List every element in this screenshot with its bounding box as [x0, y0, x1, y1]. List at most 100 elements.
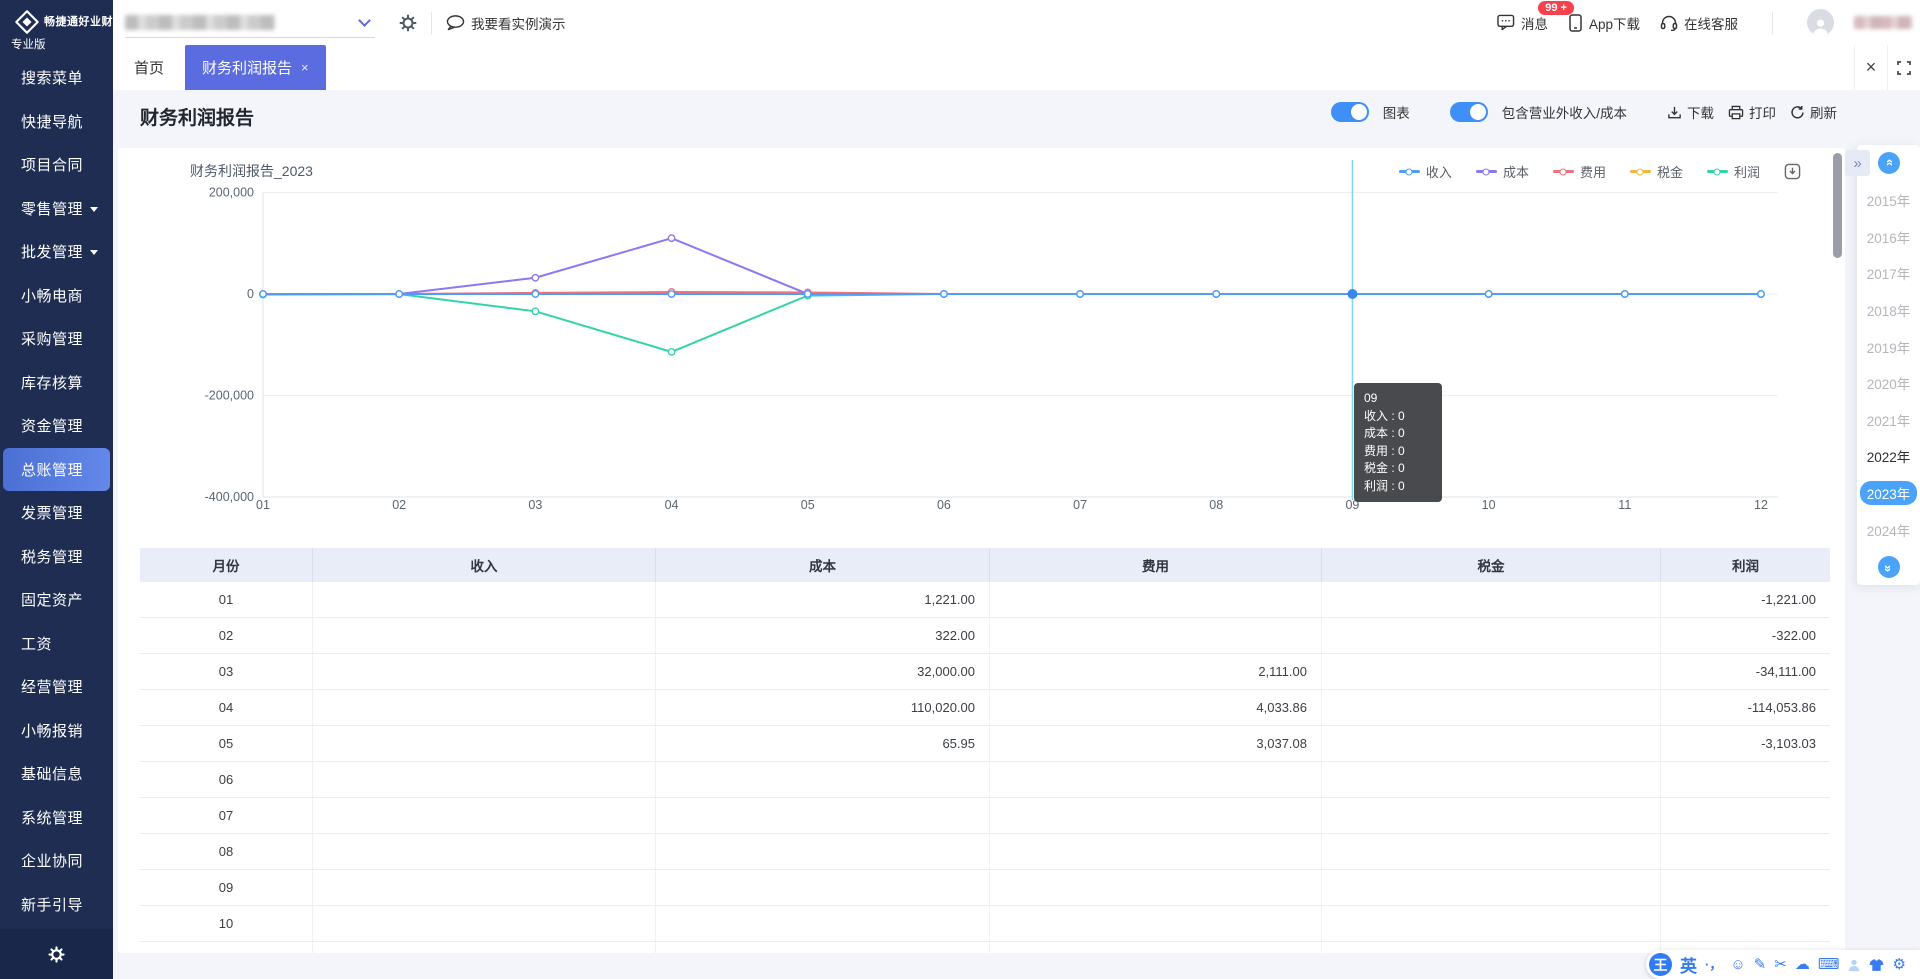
messages-button[interactable]: 消息 99 + — [1497, 0, 1574, 33]
user-avatar[interactable] — [1807, 9, 1834, 36]
include-nonoperating-toggle[interactable] — [1449, 102, 1488, 122]
sidebar-item-13[interactable]: 工资 — [0, 622, 113, 666]
topbar: 我要看实例演示 消息 99 + App下载 在线客服 — [113, 0, 1920, 45]
brand-name: 畅捷通好业财 — [44, 16, 113, 28]
fullscreen-button[interactable] — [1887, 45, 1920, 90]
divider — [431, 11, 432, 34]
org-settings-button[interactable] — [399, 14, 417, 32]
sidebar-item-16[interactable]: 基础信息 — [0, 752, 113, 796]
collapse-year-panel-button[interactable]: » — [1845, 150, 1870, 176]
sidebar-item-4[interactable]: 批发管理 — [0, 230, 113, 274]
year-item-2015年[interactable]: 2015年 — [1857, 182, 1920, 219]
sidebar-item-0[interactable]: 搜索菜单 — [0, 56, 113, 100]
sidebar-item-1[interactable]: 快捷导航 — [0, 100, 113, 144]
download-button[interactable]: 下载 — [1667, 102, 1714, 122]
sidebar-item-17[interactable]: 系统管理 — [0, 796, 113, 840]
printer-icon — [1728, 105, 1744, 120]
legend-marker-icon — [1706, 168, 1728, 175]
close-tabs-button[interactable]: × — [1854, 45, 1887, 90]
sidebar-item-label: 税务管理 — [21, 548, 84, 566]
year-item-2021年[interactable]: 2021年 — [1857, 402, 1920, 439]
table-cell — [1322, 726, 1661, 762]
report-toolbar: 图表 包含营业外收入/成本 下载 打印 刷新 — [1330, 102, 1837, 122]
download-label: 下载 — [1687, 106, 1714, 121]
sidebar-item-18[interactable]: 企业协同 — [0, 839, 113, 883]
sidebar-item-5[interactable]: 小畅电商 — [0, 274, 113, 318]
ime-skin-icon[interactable] — [1869, 958, 1885, 972]
sidebar-item-19[interactable]: 新手引导 — [0, 883, 113, 927]
refresh-label: 刷新 — [1810, 106, 1837, 121]
ime-settings-icon[interactable]: ⚙ — [1892, 956, 1906, 973]
year-item-2020年[interactable]: 2020年 — [1857, 365, 1920, 402]
table-cell — [1661, 906, 1830, 942]
table-row-10: 10 — [140, 906, 1830, 942]
sidebar-item-3[interactable]: 零售管理 — [0, 187, 113, 231]
sidebar-item-10[interactable]: 发票管理 — [0, 491, 113, 535]
table-cell — [313, 906, 656, 942]
legend-item-2[interactable]: 费用 — [1552, 162, 1606, 181]
sidebar-item-11[interactable]: 税务管理 — [0, 535, 113, 579]
legend-item-0[interactable]: 收入 — [1398, 162, 1452, 181]
legend-item-1[interactable]: 成本 — [1475, 162, 1529, 181]
year-item-2022年[interactable]: 2022年 — [1857, 438, 1920, 475]
ime-scissors-icon[interactable]: ✂ — [1774, 956, 1787, 973]
chart-legend: 收入 成本 费用 税金 利润 — [1398, 162, 1801, 181]
year-item-2024年[interactable]: 2024年 — [1857, 511, 1920, 548]
print-button[interactable]: 打印 — [1728, 102, 1776, 122]
ime-logo[interactable]: 王 — [1649, 953, 1672, 976]
table-cell — [1322, 942, 1661, 953]
legend-item-3[interactable]: 税金 — [1629, 162, 1683, 181]
table-cell — [1322, 906, 1661, 942]
app-download-button[interactable]: App下载 — [1568, 13, 1640, 33]
sidebar-item-14[interactable]: 经营管理 — [0, 665, 113, 709]
table-cell: 4,033.86 — [990, 690, 1322, 726]
sidebar-item-15[interactable]: 小畅报销 — [0, 709, 113, 753]
ime-emoji-icon[interactable]: ☺ — [1730, 956, 1746, 973]
company-selector[interactable] — [125, 8, 375, 38]
sidebar-item-9[interactable]: 总账管理 — [3, 447, 110, 491]
year-scroll-up-button[interactable]: » — [1877, 152, 1900, 174]
chart-toggle[interactable] — [1330, 102, 1369, 122]
messages-badge: 99 + — [1538, 0, 1574, 15]
table-row-11: 11 — [140, 942, 1830, 953]
sidebar-item-label: 工资 — [21, 635, 53, 653]
legend-marker-icon — [1629, 168, 1651, 175]
vertical-scrollbar-thumb[interactable] — [1833, 153, 1842, 258]
ime-language-mode[interactable]: 英 — [1680, 957, 1697, 976]
app-download-label: App下载 — [1588, 16, 1640, 32]
year-scroll-down-button[interactable]: » — [1877, 556, 1900, 578]
ime-cloud-icon[interactable]: ☁ — [1794, 956, 1810, 973]
sidebar-item-12[interactable]: 固定资产 — [0, 578, 113, 622]
caret-down-icon — [90, 250, 99, 256]
demo-link[interactable]: 我要看实例演示 — [446, 13, 566, 33]
year-item-2023年[interactable]: 2023年 — [1857, 475, 1920, 512]
svg-text:-200,000: -200,000 — [205, 389, 254, 403]
year-item-2019年[interactable]: 2019年 — [1857, 328, 1920, 365]
year-item-2017年[interactable]: 2017年 — [1857, 255, 1920, 292]
tab-profit-report[interactable]: 财务利润报告 × — [185, 45, 326, 90]
tab-close-icon[interactable]: × — [301, 60, 309, 75]
year-item-2018年[interactable]: 2018年 — [1857, 292, 1920, 329]
table-row-08: 08 — [140, 834, 1830, 870]
legend-marker-icon — [1398, 168, 1420, 175]
year-item-2016年[interactable]: 2016年 — [1857, 219, 1920, 256]
table-cell — [313, 726, 656, 762]
sidebar-item-2[interactable]: 项目合同 — [0, 143, 113, 187]
username-redacted — [1854, 16, 1912, 29]
profit-table: 月份 收入 成本 费用 税金 利润 01 1,221.00 -1,221.00 02 322.00-… — [140, 548, 1830, 953]
table-cell: 322.00 — [656, 618, 990, 654]
tab-home[interactable]: 首页 — [113, 45, 185, 90]
ime-account-icon[interactable] — [1847, 958, 1861, 972]
legend-item-4[interactable]: 利润 — [1706, 162, 1760, 181]
settings-gear-icon[interactable] — [48, 945, 65, 963]
save-image-icon[interactable] — [1784, 163, 1801, 180]
online-service-button[interactable]: 在线客服 — [1660, 13, 1738, 33]
sidebar-item-label: 小畅电商 — [21, 287, 84, 305]
ime-keyboard-icon[interactable]: ⌨ — [1817, 956, 1840, 973]
ime-punctuation-icon[interactable]: ·， — [1705, 957, 1723, 972]
sidebar-item-6[interactable]: 采购管理 — [0, 317, 113, 361]
sidebar-item-7[interactable]: 库存核算 — [0, 361, 113, 405]
refresh-button[interactable]: 刷新 — [1790, 102, 1837, 122]
ime-handwriting-icon[interactable]: ✎ — [1753, 956, 1767, 973]
sidebar-item-8[interactable]: 资金管理 — [0, 404, 113, 448]
